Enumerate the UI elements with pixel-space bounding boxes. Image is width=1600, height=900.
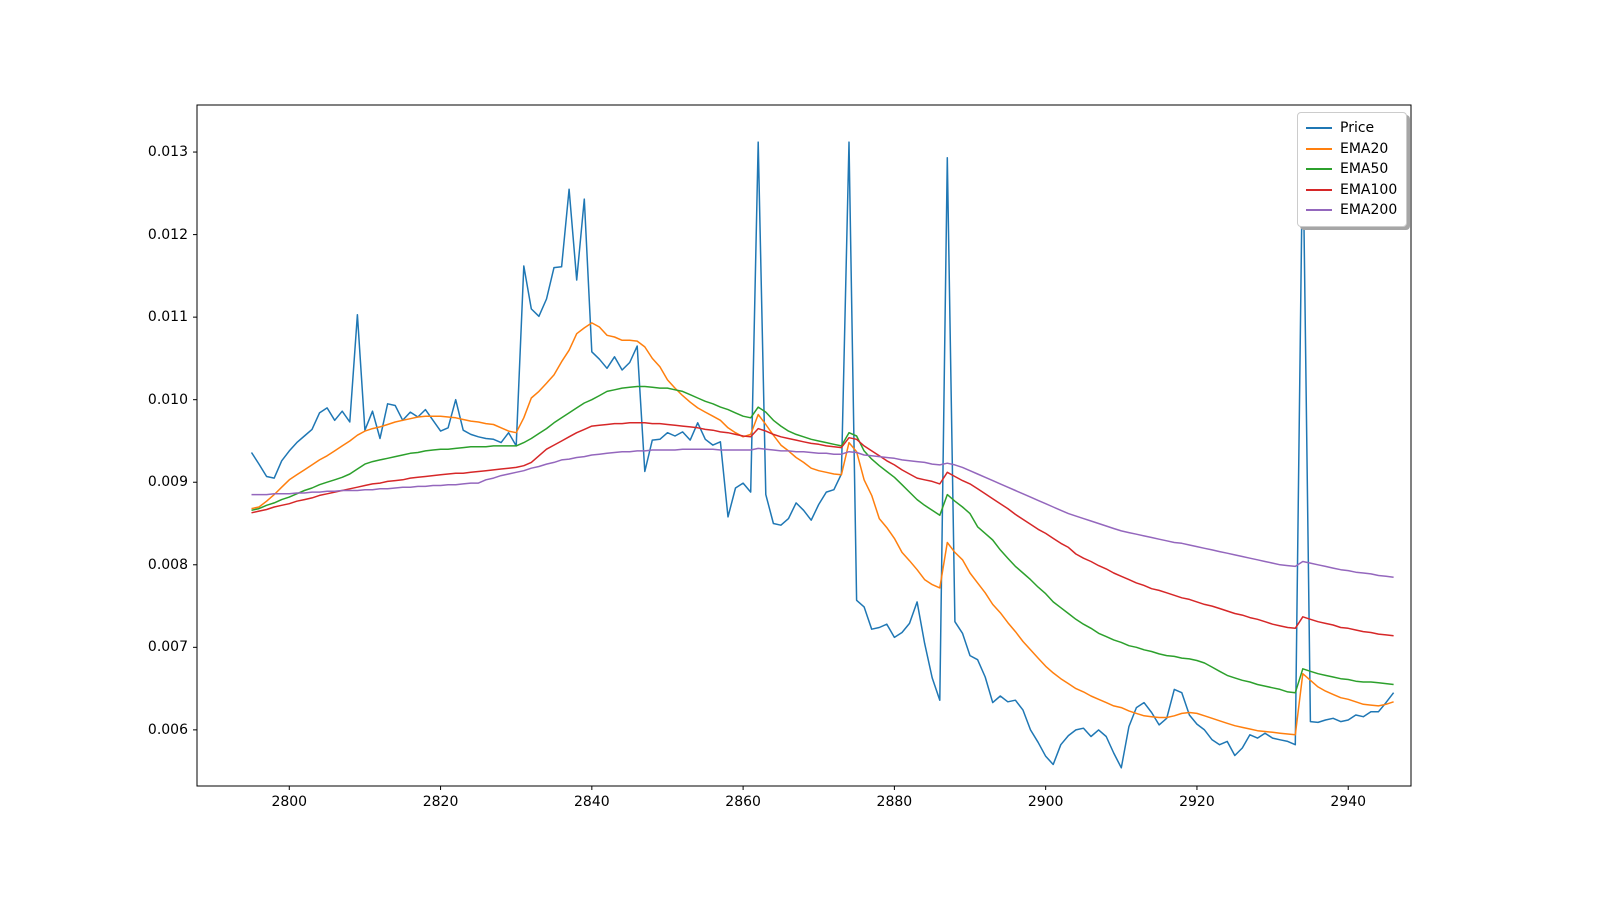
ema200-legend-swatch-icon: [1306, 209, 1332, 212]
y-tick-label: 0.010: [147, 391, 188, 408]
ema100-line: [251, 422, 1394, 637]
legend-entry-ema100: EMA100: [1306, 180, 1397, 201]
legend-entry-price: Price: [1306, 118, 1397, 139]
legend-entry-ema20: EMA20: [1306, 139, 1397, 160]
legend-label: EMA20: [1340, 140, 1389, 157]
ema200-line: [251, 447, 1394, 578]
legend-label: EMA200: [1340, 202, 1398, 219]
price-line: [250, 133, 1395, 769]
ema20-legend-swatch-icon: [1306, 147, 1332, 150]
x-tick-label: 2860: [725, 794, 761, 810]
y-tick-label: 0.009: [147, 474, 188, 491]
legend: Price EMA20 EMA50 EMA100 EMA200: [1297, 112, 1408, 227]
y-tick-label: 0.012: [147, 226, 188, 243]
x-tick-label: 2920: [1179, 794, 1215, 810]
x-tick-label: 2940: [1330, 794, 1367, 810]
x-tick-label: 2800: [271, 794, 308, 810]
y-tick-label: 0.007: [147, 639, 188, 656]
ema50-line: [251, 385, 1394, 694]
x-tick-label: 2900: [1027, 794, 1064, 810]
x-tick-label: 2880: [876, 794, 913, 810]
legend-entry-ema50: EMA50: [1306, 159, 1397, 180]
x-tick-label: 2820: [422, 794, 459, 810]
price-legend-swatch-icon: [1306, 127, 1332, 130]
ema100-legend-swatch-icon: [1306, 188, 1332, 191]
y-tick-label: 0.013: [147, 144, 188, 161]
y-tick-label: 0.011: [147, 309, 188, 326]
y-tick-label: 0.008: [147, 556, 188, 573]
legend-label: EMA50: [1340, 161, 1389, 178]
legend-label: Price: [1340, 120, 1375, 137]
ema20-line: [251, 322, 1394, 736]
legend-label: EMA100: [1340, 181, 1398, 198]
legend-entry-ema200: EMA200: [1306, 200, 1397, 221]
ema50-legend-swatch-icon: [1306, 168, 1332, 171]
y-tick-label: 0.006: [147, 721, 188, 738]
x-tick-label: 2840: [574, 794, 610, 810]
plot-frame: [196, 104, 1412, 787]
